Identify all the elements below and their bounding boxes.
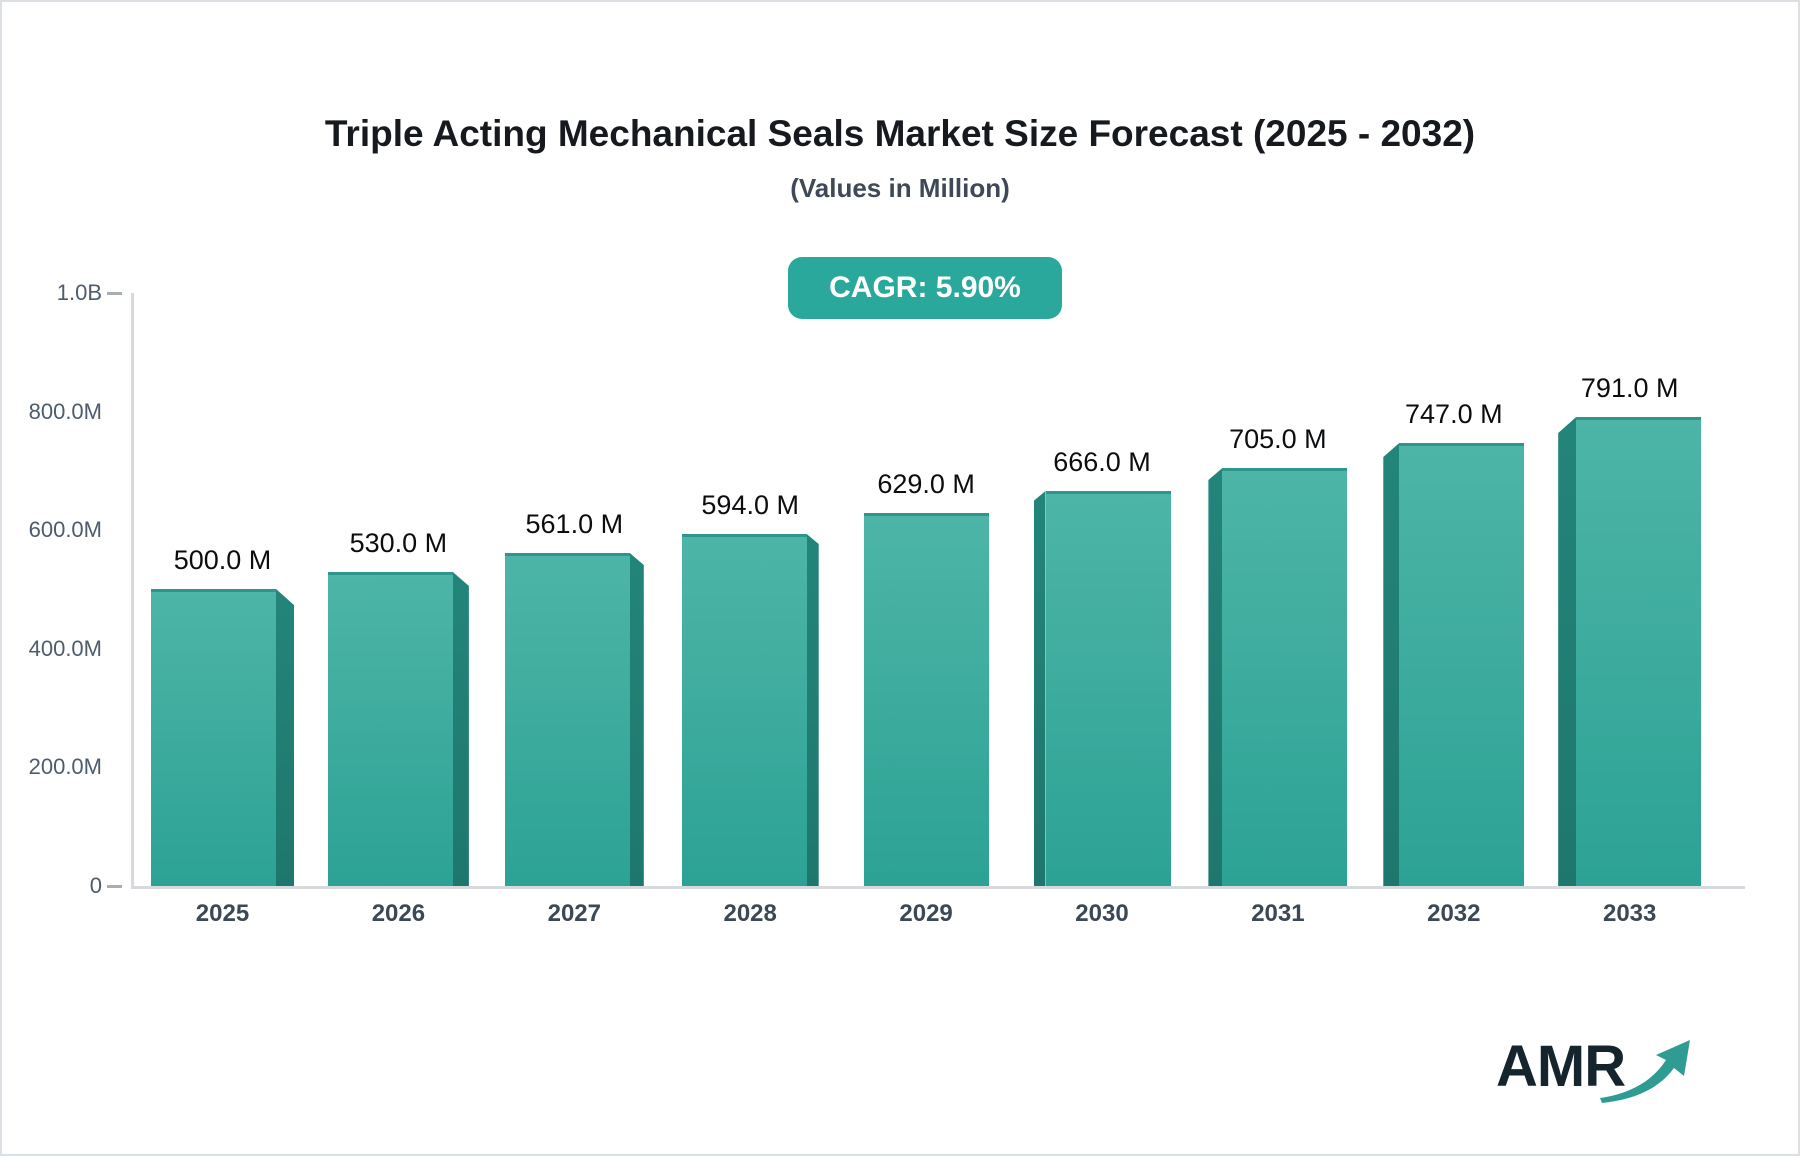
bar-value-label-2031: 705.0 M	[1229, 424, 1327, 454]
bar-value-label-2029: 629.0 M	[877, 469, 975, 499]
y-tick-label-200.0M: 200.0M	[28, 754, 102, 780]
bar-value-label-2025: 500.0 M	[173, 545, 272, 575]
x-axis-label-2033: 2033	[1602, 900, 1657, 927]
bar-2031	[1208, 468, 1348, 886]
y-tick-dash	[107, 292, 122, 295]
bar-face	[504, 553, 630, 886]
y-axis-line	[131, 293, 134, 889]
bar-face	[1045, 491, 1171, 886]
x-axis-label-2031: 2031	[1251, 900, 1305, 927]
bar-face	[1576, 417, 1702, 886]
bar-side	[1383, 443, 1400, 886]
y-tick-label-400.0M: 400.0M	[28, 635, 102, 661]
bar-value-label-2033: 791.0 M	[1580, 373, 1679, 403]
bar-value-label-2026: 530.0 M	[349, 528, 448, 558]
bar-2032	[1383, 443, 1525, 886]
bar-side	[629, 553, 644, 886]
x-axis-label-2025: 2025	[195, 900, 250, 927]
cagr-badge-label: CAGR: 5.90%	[829, 271, 1021, 304]
cagr-badge: CAGR: 5.90%	[788, 257, 1062, 319]
bar-side	[1033, 491, 1046, 886]
bar-2029	[863, 513, 989, 886]
bar-side	[1558, 417, 1577, 886]
x-axis-label-2030: 2030	[1075, 900, 1129, 927]
bar-face	[151, 589, 276, 886]
y-tick-label-800.0M: 800.0M	[28, 398, 102, 424]
y-tick-label-600.0M: 600.0M	[28, 517, 102, 543]
bar-value-label-2028: 594.0 M	[701, 490, 799, 520]
x-axis-line	[131, 886, 1745, 889]
chart-title: Triple Acting Mechanical Seals Market Si…	[324, 113, 1476, 154]
bar-value-label-2030: 666.0 M	[1053, 447, 1151, 477]
bar-face	[327, 572, 453, 886]
amr-logo-text: AMR	[1496, 1034, 1626, 1099]
bar-2030	[1033, 491, 1171, 886]
bar-value-label-2027: 561.0 M	[525, 509, 624, 539]
bar-value-label-2032: 747.0 M	[1405, 399, 1503, 429]
bar-face	[681, 534, 807, 886]
bar-face	[1399, 443, 1525, 886]
x-axis-label-2026: 2026	[371, 900, 426, 927]
chart-subtitle: (Values in Million)	[790, 173, 1010, 203]
bar-side	[452, 572, 469, 886]
bar-2027	[504, 553, 644, 886]
bar-side	[806, 534, 819, 886]
bar-face	[1222, 468, 1348, 886]
bar-side	[276, 589, 294, 886]
y-tick-label-0: 0	[89, 873, 102, 898]
y-tick-dash	[107, 885, 122, 888]
bar-2033	[1558, 417, 1702, 886]
amr-logo-arrow-icon	[1600, 1040, 1690, 1103]
x-axis-label-2032: 2032	[1427, 900, 1481, 927]
x-axis-label-2027: 2027	[547, 900, 601, 927]
bar-2025	[151, 589, 294, 886]
y-tick-label-1.0B: 1.0B	[56, 280, 102, 305]
amr-logo: AMR	[1496, 1036, 1706, 1106]
x-axis-label-2029: 2029	[899, 900, 953, 927]
bar-2028	[681, 534, 819, 886]
bar-side	[1208, 468, 1223, 886]
bar-face	[863, 513, 989, 886]
bar-2026	[327, 572, 469, 886]
x-axis-label-2028: 2028	[723, 900, 777, 927]
